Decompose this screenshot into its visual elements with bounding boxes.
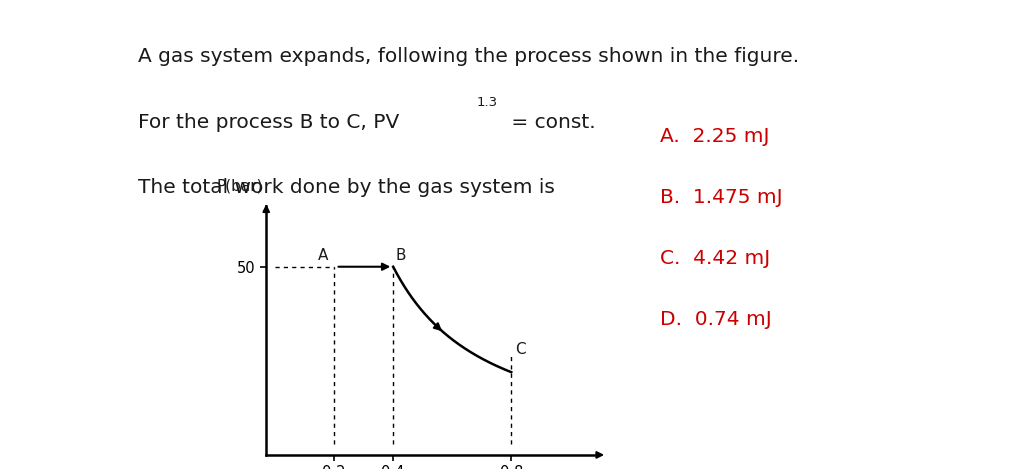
Text: A.  2.25 mJ: A. 2.25 mJ [660,127,770,146]
Text: = const.: = const. [505,113,596,132]
Text: For the process B to C, PV: For the process B to C, PV [138,113,399,132]
Text: A gas system expands, following the process shown in the figure.: A gas system expands, following the proc… [138,47,800,66]
Text: The total work done by the gas system is: The total work done by the gas system is [138,178,555,197]
Text: C: C [515,342,525,357]
Text: D.  0.74 mJ: D. 0.74 mJ [660,310,772,329]
Text: 1.3: 1.3 [476,96,498,109]
Text: B.  1.475 mJ: B. 1.475 mJ [660,188,783,207]
Text: C.  4.42 mJ: C. 4.42 mJ [660,249,771,268]
Text: P(bar): P(bar) [217,179,263,194]
Text: B: B [395,248,407,263]
Text: A: A [317,248,329,263]
